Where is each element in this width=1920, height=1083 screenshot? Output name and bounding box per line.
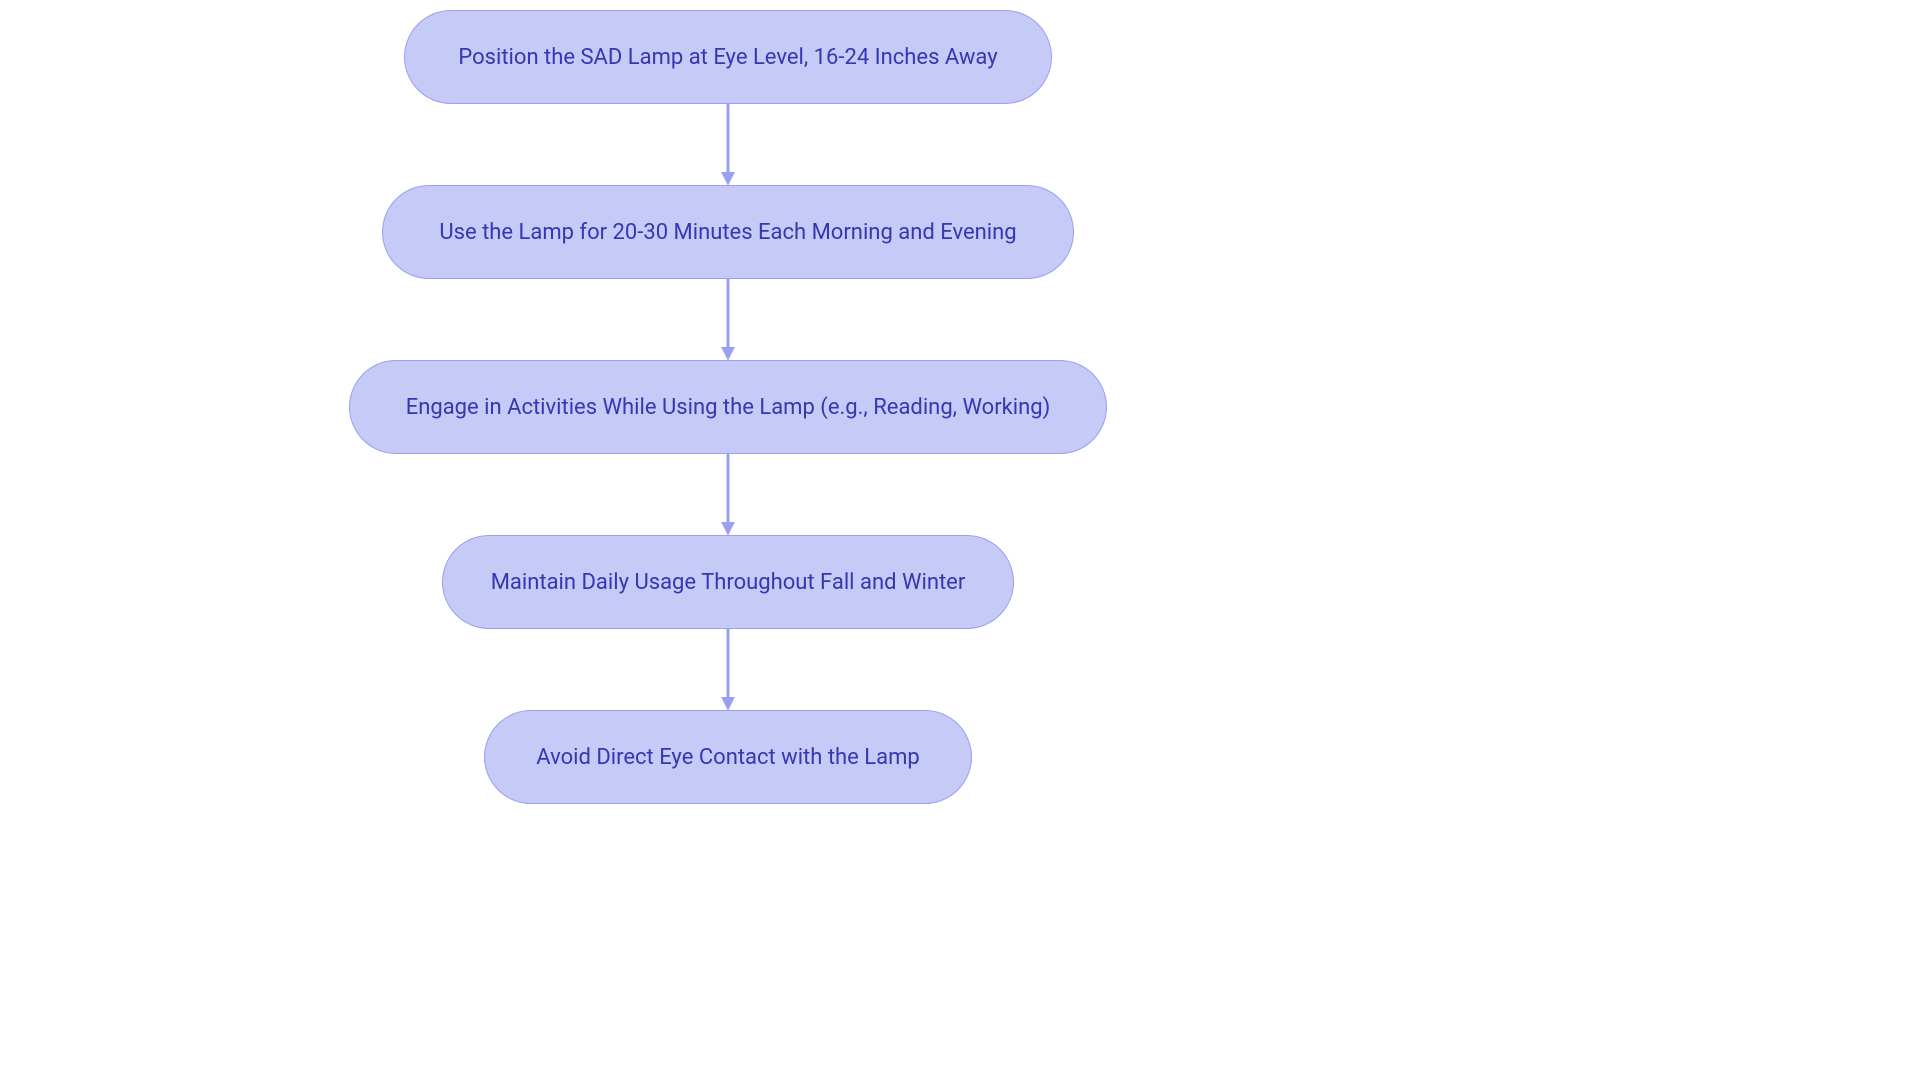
flowchart-node: Avoid Direct Eye Contact with the Lamp xyxy=(484,710,972,804)
flowchart-node-label: Position the SAD Lamp at Eye Level, 16-2… xyxy=(458,45,997,70)
flowchart-node-label: Use the Lamp for 20-30 Minutes Each Morn… xyxy=(439,220,1016,245)
flowchart-canvas: Position the SAD Lamp at Eye Level, 16-2… xyxy=(0,0,1920,1083)
flowchart-node-label: Avoid Direct Eye Contact with the Lamp xyxy=(536,745,919,770)
flowchart-node: Position the SAD Lamp at Eye Level, 16-2… xyxy=(404,10,1052,104)
flowchart-node-label: Maintain Daily Usage Throughout Fall and… xyxy=(491,570,966,595)
flowchart-node-label: Engage in Activities While Using the Lam… xyxy=(406,395,1051,420)
flowchart-node: Maintain Daily Usage Throughout Fall and… xyxy=(442,535,1014,629)
flowchart-node: Use the Lamp for 20-30 Minutes Each Morn… xyxy=(382,185,1074,279)
flowchart-node: Engage in Activities While Using the Lam… xyxy=(349,360,1107,454)
